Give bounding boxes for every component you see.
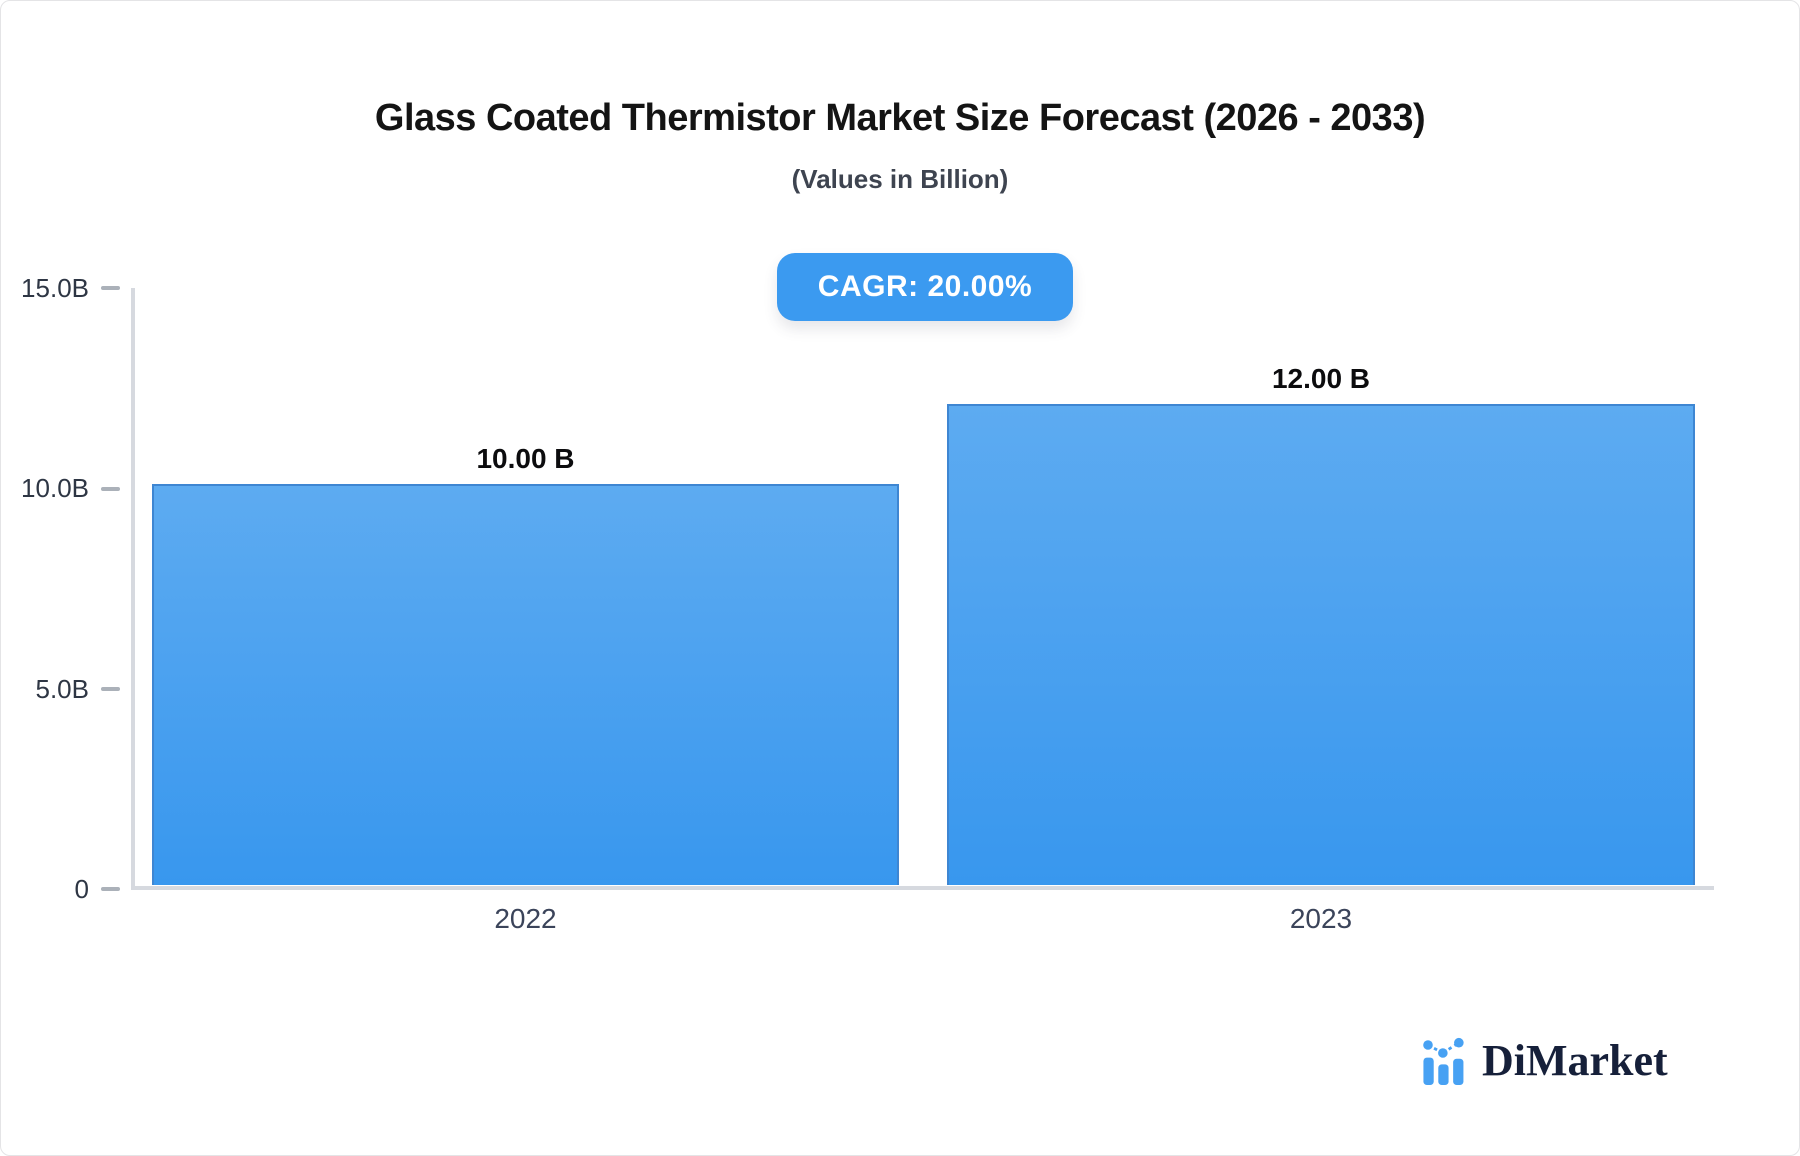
bar-value-label: 12.00 B [1271,363,1371,394]
y-tick-mark [101,887,120,891]
bar-2022[interactable] [152,484,899,885]
dimarket-logo: DiMarket [1421,1037,1668,1085]
y-tick-label: 15.0B [21,273,89,303]
bar-value-label: 10.00 B [476,443,575,474]
bar-2023[interactable] [947,404,1695,885]
y-tick-label: 5.0B [35,674,90,704]
bar-group-2023: 12.00 B [947,363,1695,885]
chart-title: Glass Coated Thermistor Market Size Fore… [374,97,1426,139]
y-tick-label: 10.0B [21,473,89,503]
dimarket-logo-text: DiMarket [1482,1036,1668,1085]
x-axis-line [131,886,1714,890]
x-tick-label-2023: 2023 [1289,903,1353,934]
x-tick-label-2022: 2022 [494,903,557,934]
y-axis-line [131,288,135,889]
dimarket-logo-icon [1423,1037,1464,1085]
bar-group-2022: 10.00 B [152,443,899,885]
chart-subtitle: (Values in Billion) [791,164,1009,194]
y-tick-label: 0 [74,874,89,904]
y-tick-mark [101,687,120,691]
y-tick-mark [101,286,120,290]
y-tick-mark [101,487,120,491]
cagr-badge: CAGR: 20.00% [777,253,1073,321]
